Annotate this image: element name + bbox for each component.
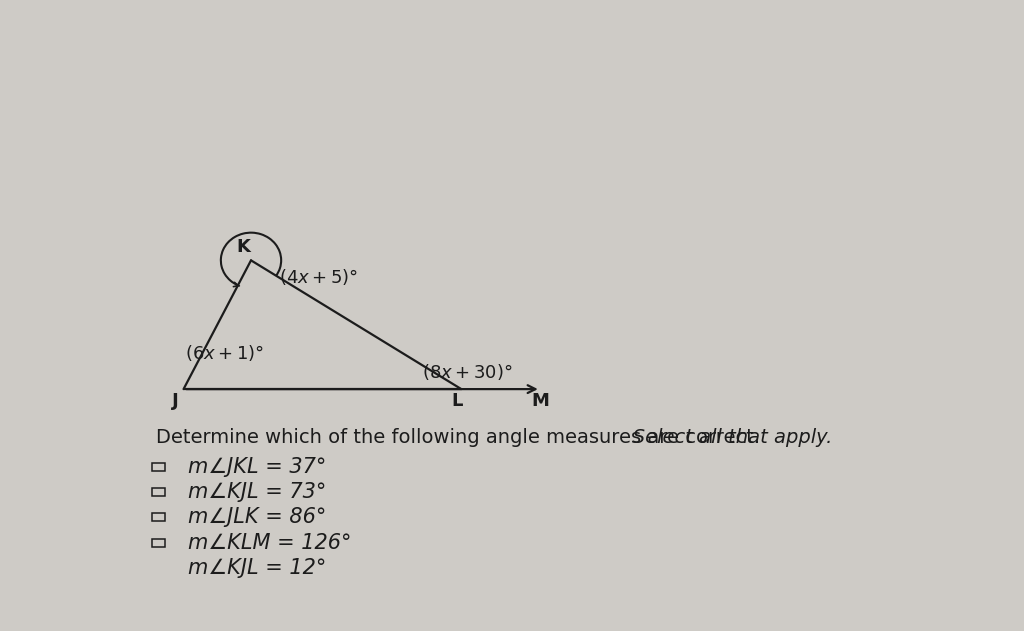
- Bar: [152, 564, 165, 572]
- Text: Determine which of the following angle measures are correct.: Determine which of the following angle m…: [156, 428, 760, 447]
- Text: J: J: [172, 392, 179, 410]
- Text: K: K: [237, 238, 250, 256]
- Bar: [152, 514, 165, 521]
- Text: m∠JKL = 37°: m∠JKL = 37°: [187, 457, 326, 477]
- Text: m∠KLM = 126°: m∠KLM = 126°: [187, 533, 351, 553]
- Text: M: M: [531, 392, 550, 410]
- Text: $(6x+1)°$: $(6x+1)°$: [185, 343, 264, 363]
- Bar: [152, 488, 165, 496]
- Text: $(4x+5)°$: $(4x+5)°$: [279, 268, 357, 287]
- Text: Select all that apply.: Select all that apply.: [614, 428, 833, 447]
- Bar: [152, 463, 165, 471]
- Text: $(8x+30)°$: $(8x+30)°$: [422, 362, 512, 382]
- Text: L: L: [452, 392, 463, 410]
- Bar: [152, 539, 165, 546]
- Text: m∠KJL = 73°: m∠KJL = 73°: [187, 482, 326, 502]
- Text: m∠JLK = 86°: m∠JLK = 86°: [187, 507, 326, 528]
- Text: m∠KJL = 12°: m∠KJL = 12°: [187, 558, 326, 578]
